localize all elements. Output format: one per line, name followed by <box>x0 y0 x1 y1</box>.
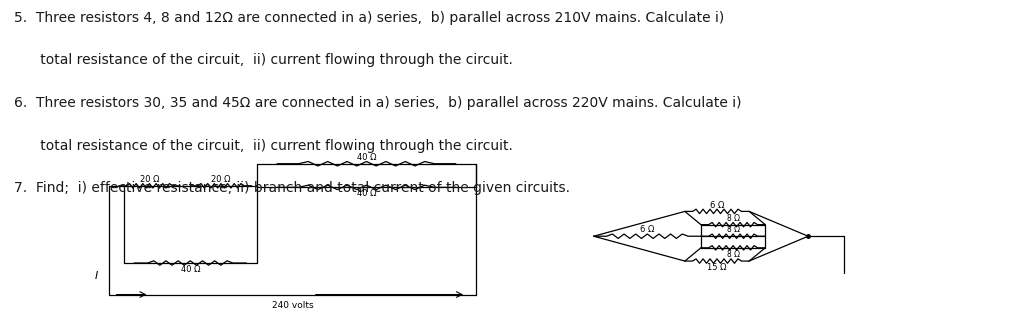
Text: 8 Ω: 8 Ω <box>727 250 739 259</box>
Text: I: I <box>95 271 98 280</box>
Text: 15 Ω: 15 Ω <box>708 263 727 272</box>
Text: total resistance of the circuit,  ii) current flowing through the circuit.: total resistance of the circuit, ii) cur… <box>13 139 513 153</box>
Text: 5.  Three resistors 4, 8 and 12Ω are connected in a) series,  b) parallel across: 5. Three resistors 4, 8 and 12Ω are conn… <box>13 11 724 25</box>
Text: 8 Ω: 8 Ω <box>727 214 739 223</box>
Text: 20 Ω: 20 Ω <box>139 175 159 184</box>
Text: 7.  Find;  i) effective resistance, ii) branch and total current of the given ci: 7. Find; i) effective resistance, ii) br… <box>13 181 569 195</box>
Text: 20 Ω: 20 Ω <box>211 175 230 184</box>
Text: 8 Ω: 8 Ω <box>727 225 739 234</box>
Text: 6 Ω: 6 Ω <box>640 225 654 234</box>
Text: total resistance of the circuit,  ii) current flowing through the circuit.: total resistance of the circuit, ii) cur… <box>13 53 513 67</box>
Text: 6 Ω: 6 Ω <box>710 201 724 210</box>
Text: 6.  Three resistors 30, 35 and 45Ω are connected in a) series,  b) parallel acro: 6. Three resistors 30, 35 and 45Ω are co… <box>13 96 741 110</box>
Text: 40 Ω: 40 Ω <box>356 189 376 198</box>
Text: 240 volts: 240 volts <box>271 301 313 310</box>
Text: 40 Ω: 40 Ω <box>180 265 200 274</box>
Text: 40 Ω: 40 Ω <box>356 153 376 162</box>
